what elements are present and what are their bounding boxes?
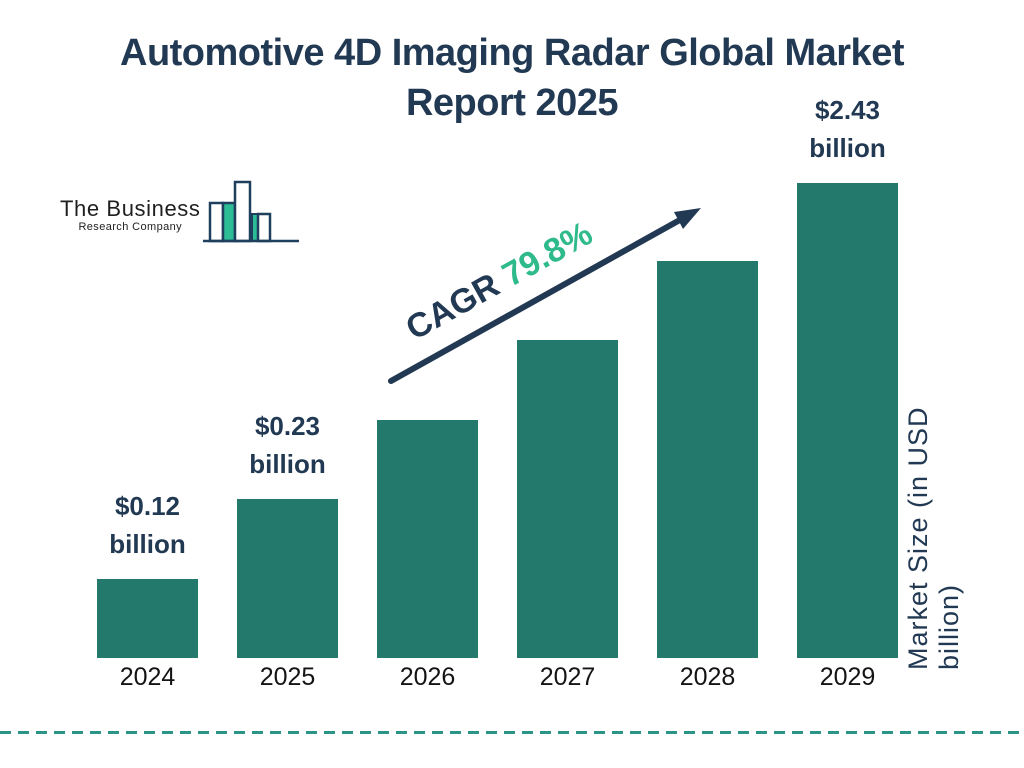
bar-chart-logo-icon — [202, 180, 299, 243]
y-axis-label: Market Size (in USD billion) — [903, 406, 964, 670]
x-tick-2028: 2028 — [679, 663, 736, 691]
x-tick-2027: 2027 — [539, 663, 596, 691]
company-subname: Research Company — [78, 221, 183, 233]
bar-2028 — [657, 261, 758, 658]
x-tick-2024: 2024 — [119, 663, 176, 691]
bar-2025 — [237, 499, 338, 658]
company-logo-text: The Business Research Company — [60, 197, 201, 244]
page-title-line1: Automotive 4D Imaging Radar Global Marke… — [120, 32, 904, 74]
company-name: The Business — [60, 196, 201, 221]
value-label-2025: $0.23 billion — [249, 411, 326, 479]
bar-2024 — [97, 579, 198, 658]
bottom-dashed-divider — [0, 731, 1024, 734]
x-tick-2025: 2025 — [259, 663, 316, 691]
x-tick-2029: 2029 — [819, 663, 876, 691]
bar-2026 — [377, 420, 478, 658]
cagr-value: 79.8% — [496, 214, 599, 295]
value-label-2024: $0.12 billion — [109, 491, 186, 559]
cagr-annotation: CAGR79.8% — [396, 212, 603, 350]
page-title-line2: Report 2025 — [405, 82, 619, 124]
bar-2027 — [517, 340, 618, 658]
page-title: Automotive 4D Imaging Radar Global Marke… — [52, 28, 972, 128]
bar-2029 — [797, 183, 898, 658]
cagr-label: CAGR — [399, 265, 506, 348]
x-tick-2026: 2026 — [399, 663, 456, 691]
company-logo: The Business Research Company — [60, 178, 299, 244]
value-label-2029: $2.43 billion — [809, 95, 886, 163]
